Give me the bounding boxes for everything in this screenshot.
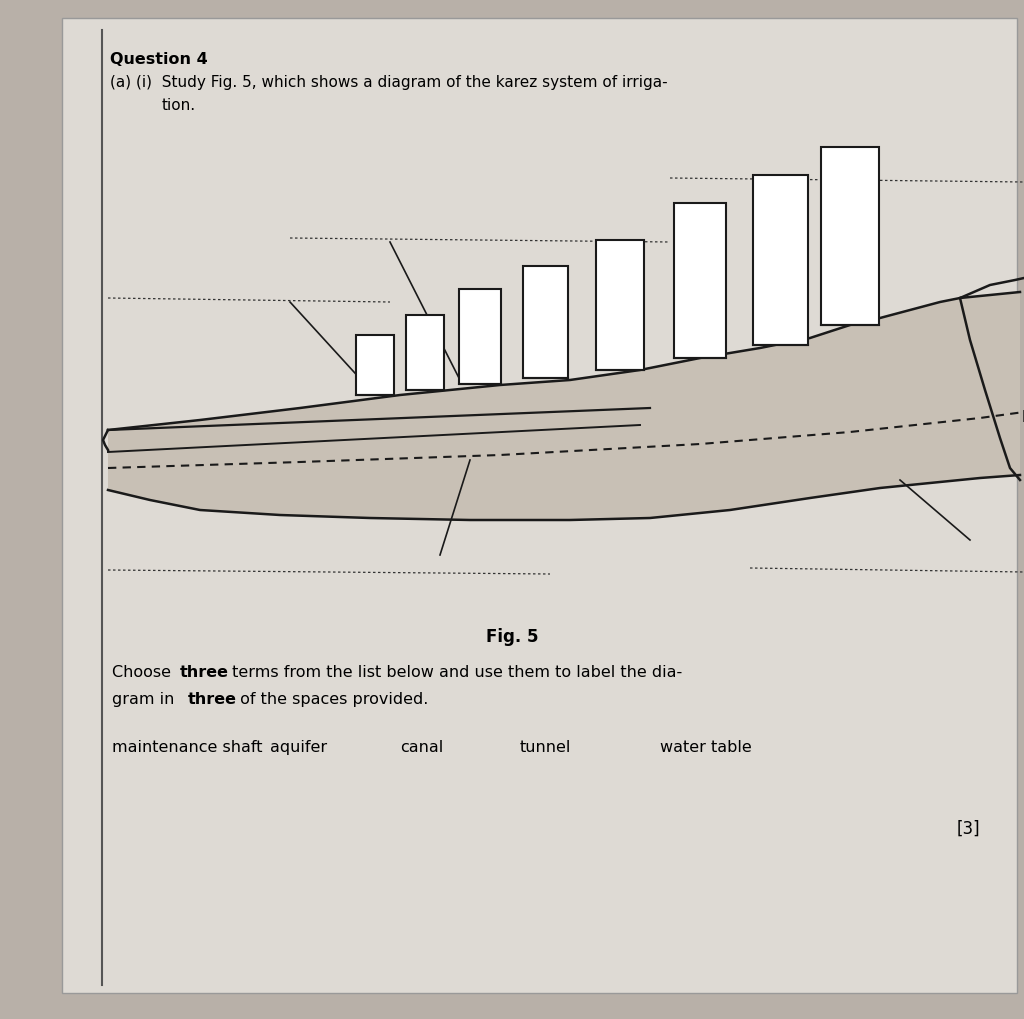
Text: gram in: gram in <box>112 692 179 707</box>
Text: (a) (i)  Study Fig. 5, which shows a diagram of the karez system of irriga-: (a) (i) Study Fig. 5, which shows a diag… <box>110 75 668 90</box>
Bar <box>596 240 644 370</box>
Bar <box>821 147 879 325</box>
Text: canal: canal <box>400 740 443 755</box>
Text: tion.: tion. <box>162 98 197 113</box>
Text: [3]: [3] <box>956 820 980 838</box>
Polygon shape <box>108 292 1020 520</box>
Text: three: three <box>188 692 237 707</box>
Text: Question 4: Question 4 <box>110 52 208 67</box>
Text: bedr: bedr <box>1022 411 1024 426</box>
Text: tunnel: tunnel <box>520 740 571 755</box>
Bar <box>459 289 501 384</box>
Text: terms from the list below and use them to label the dia-: terms from the list below and use them t… <box>227 665 682 680</box>
Text: maintenance shaft: maintenance shaft <box>112 740 262 755</box>
Bar <box>522 266 567 378</box>
Text: of the spaces provided.: of the spaces provided. <box>234 692 428 707</box>
Text: three: three <box>180 665 229 680</box>
Text: water table: water table <box>660 740 752 755</box>
Text: Fig. 5: Fig. 5 <box>485 628 539 646</box>
Bar <box>674 203 726 358</box>
Bar <box>406 315 444 390</box>
Text: Choose: Choose <box>112 665 176 680</box>
Bar <box>356 335 394 395</box>
Bar <box>753 175 808 345</box>
Text: aquifer: aquifer <box>270 740 327 755</box>
